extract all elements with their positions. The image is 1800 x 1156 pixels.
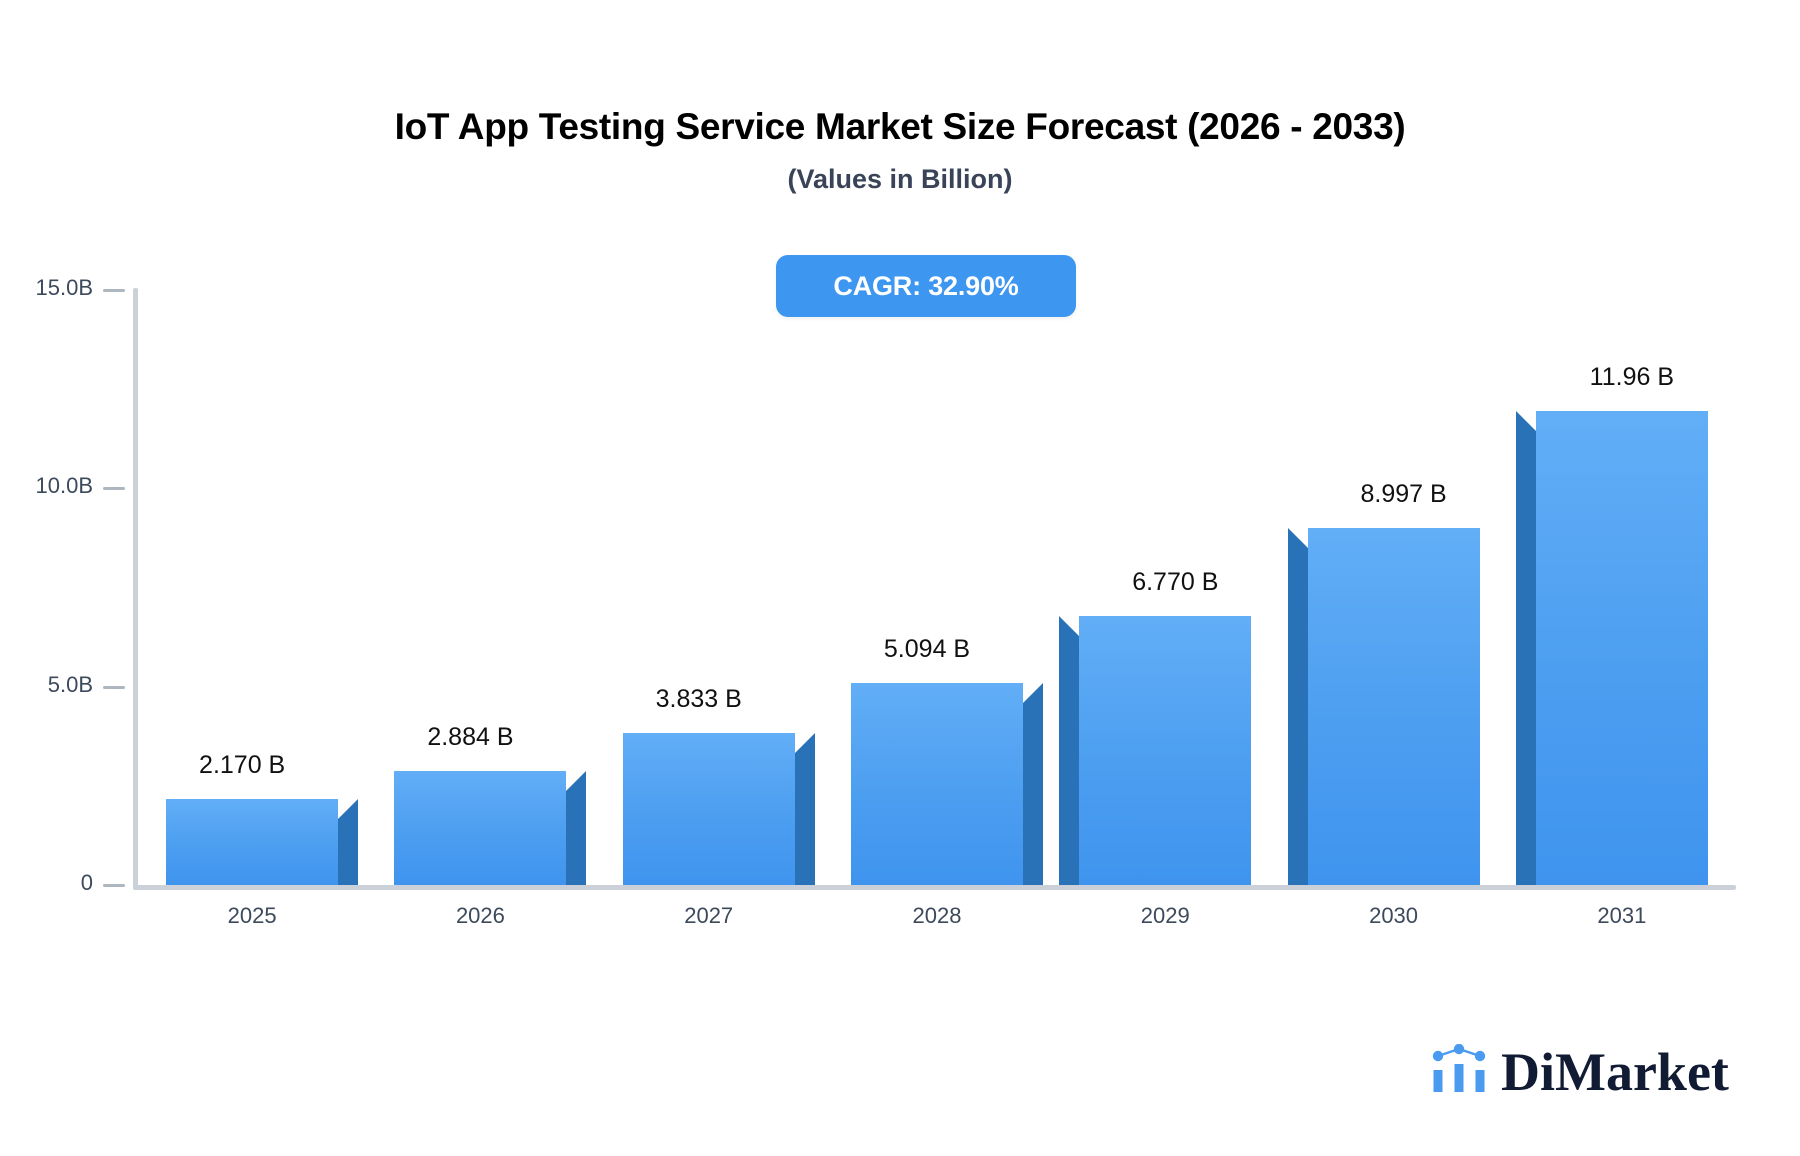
x-axis-label: 2027	[684, 903, 734, 928]
x-axis-label: 2026	[455, 903, 505, 928]
x-axis-label: 2028	[912, 903, 962, 928]
bar-front-face	[1536, 411, 1708, 885]
bar-front-face	[1079, 616, 1251, 885]
bar-value-label: 6.770 B	[1132, 568, 1219, 596]
x-axis-line	[133, 885, 1736, 890]
chart-subtitle: (Values in Billion)	[787, 164, 1013, 194]
y-axis-tick-mark	[103, 289, 125, 292]
bar-top-bevel	[1516, 411, 1536, 431]
bar-front-face	[166, 799, 338, 885]
page-title: IoT App Testing Service Market Size Fore…	[394, 106, 1406, 147]
bar[interactable]	[166, 799, 358, 885]
bar[interactable]	[394, 771, 586, 885]
bar-value-label: 5.094 B	[883, 635, 971, 663]
bar-top-bevel	[1288, 528, 1308, 548]
bar-top-bevel	[566, 771, 586, 791]
bar-side-face	[566, 791, 586, 885]
y-axis-tick-label: 10.0B	[35, 473, 94, 499]
bar-side-face	[1059, 636, 1079, 885]
bar-value-label: 11.96 B	[1589, 363, 1674, 391]
bar-front-face	[394, 771, 566, 885]
bar-top-bevel	[338, 799, 358, 819]
bar[interactable]	[623, 733, 815, 885]
bar[interactable]	[1288, 528, 1480, 885]
x-axis-label: 2029	[1140, 903, 1190, 928]
bar-top-bevel	[1023, 683, 1043, 703]
dimarket-logo: DiMarket	[1432, 1041, 1729, 1102]
x-axis-label: 2030	[1369, 903, 1419, 928]
y-axis-line	[133, 288, 138, 889]
x-axis-label: 2031	[1597, 903, 1647, 928]
logo-wordmark: DiMarket	[1501, 1041, 1729, 1102]
y-axis-tick-mark	[103, 685, 125, 689]
bar[interactable]	[1059, 616, 1251, 885]
y-axis-tick-label: 0	[80, 870, 93, 895]
x-axis-label: 2025	[227, 903, 277, 928]
chart-header: IoT App Testing Service Market Size Fore…	[0, 0, 1800, 195]
bar-front-face	[623, 733, 795, 885]
bar-top-bevel	[1059, 616, 1079, 636]
y-axis-tick-mark	[103, 487, 125, 491]
bar-side-face	[1288, 548, 1308, 885]
bar-chart-logo-icon	[1432, 1043, 1488, 1099]
y-axis-tick-label: 5.0B	[47, 671, 93, 697]
bar-side-face	[338, 819, 358, 885]
bar-value-label: 3.833 B	[655, 685, 742, 713]
y-axis-tick-label: 15.0B	[35, 275, 94, 300]
cagr-badge: CAGR: 32.90%	[776, 255, 1076, 317]
bar-top-bevel	[795, 733, 815, 753]
bar-side-face	[1023, 703, 1043, 885]
y-axis-tick-mark	[103, 884, 125, 887]
bar-front-face	[851, 683, 1023, 885]
bar-value-label: 8.997 B	[1360, 480, 1447, 508]
bar[interactable]	[851, 683, 1043, 885]
bar-side-face	[795, 753, 815, 885]
bar[interactable]	[1516, 411, 1708, 885]
bar-front-face	[1308, 528, 1480, 885]
cagr-badge-label: CAGR: 32.90%	[833, 270, 1019, 301]
bar-value-label: 2.884 B	[427, 723, 514, 751]
bar-value-label: 2.170 B	[199, 751, 286, 779]
bar-side-face	[1516, 431, 1536, 885]
